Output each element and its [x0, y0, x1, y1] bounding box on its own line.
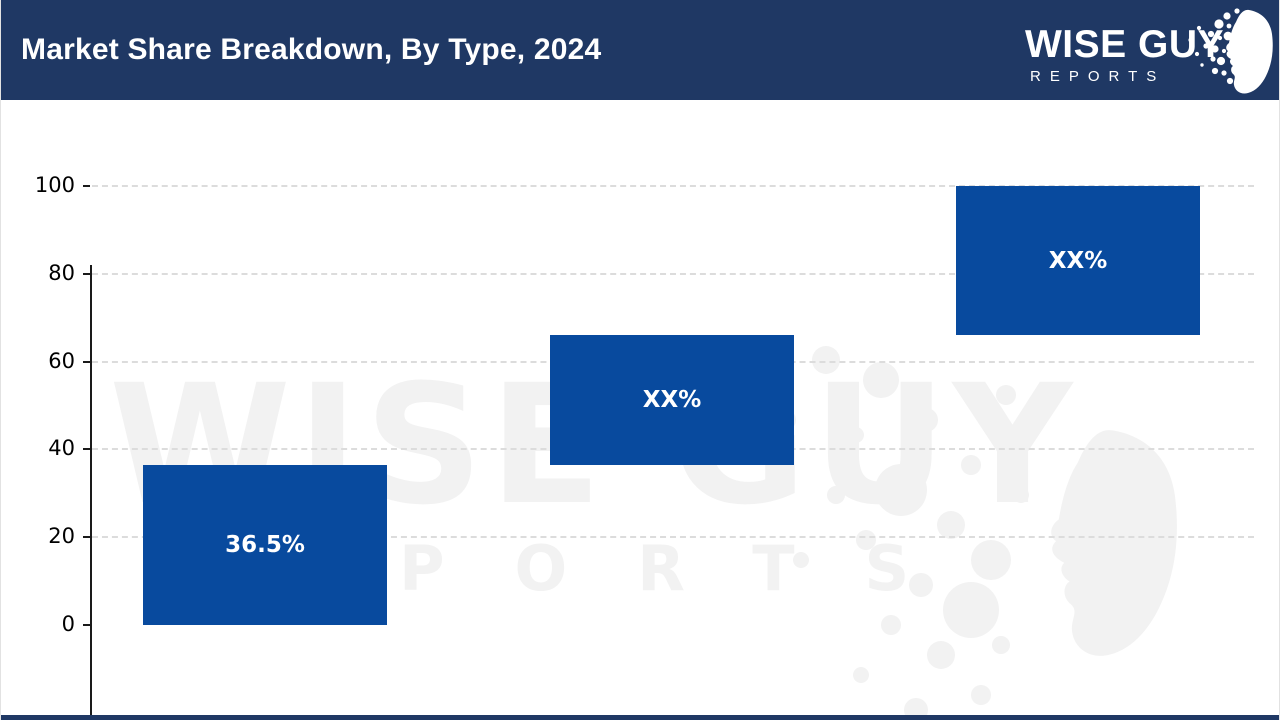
bar-value-label-2: XX% [642, 387, 702, 413]
gridline-80 [92, 272, 1254, 275]
y-tick-label-0: 0 [61, 612, 75, 636]
y-tick-label-100: 100 [34, 173, 75, 197]
wiseguy-logo: WISE GUY REPORTS [1025, 8, 1273, 94]
y-tick-100 [83, 185, 90, 187]
page-title: Market Share Breakdown, By Type, 2024 [21, 33, 602, 66]
y-tick-80 [83, 272, 90, 275]
footer-bar [1, 715, 1279, 720]
bar-2: XX% [550, 335, 794, 465]
gridline-100 [92, 185, 1254, 187]
y-tick-label-20: 20 [48, 524, 75, 549]
bar-value-label-3: XX% [1048, 247, 1108, 274]
y-tick-label-40: 40 [48, 436, 75, 461]
y-axis-spine [90, 265, 92, 720]
header-bar: Market Share Breakdown, By Type, 2024 WI… [1, 0, 1279, 100]
bar-1: 36.5% [143, 464, 387, 625]
y-tick-label-60: 60 [48, 348, 75, 373]
gridline-20 [92, 536, 1254, 539]
y-tick-20 [83, 536, 90, 539]
face-icon [1188, 8, 1273, 94]
watermark-face-icon [776, 346, 1177, 720]
logo-subtext: REPORTS [1030, 68, 1165, 85]
logo-wordmark: WISE GUY [1025, 23, 1224, 66]
y-tick-60 [83, 360, 90, 363]
y-tick-label-80: 80 [48, 260, 75, 285]
y-tick-40 [83, 448, 90, 451]
bar-value-label-1: 36.5% [225, 531, 305, 558]
chart-area: WISE GUY REPORTS 0 20 40 60 80 100 36.5 [1, 100, 1279, 720]
y-tick-0 [83, 624, 90, 626]
bar-3: XX% [956, 186, 1200, 336]
